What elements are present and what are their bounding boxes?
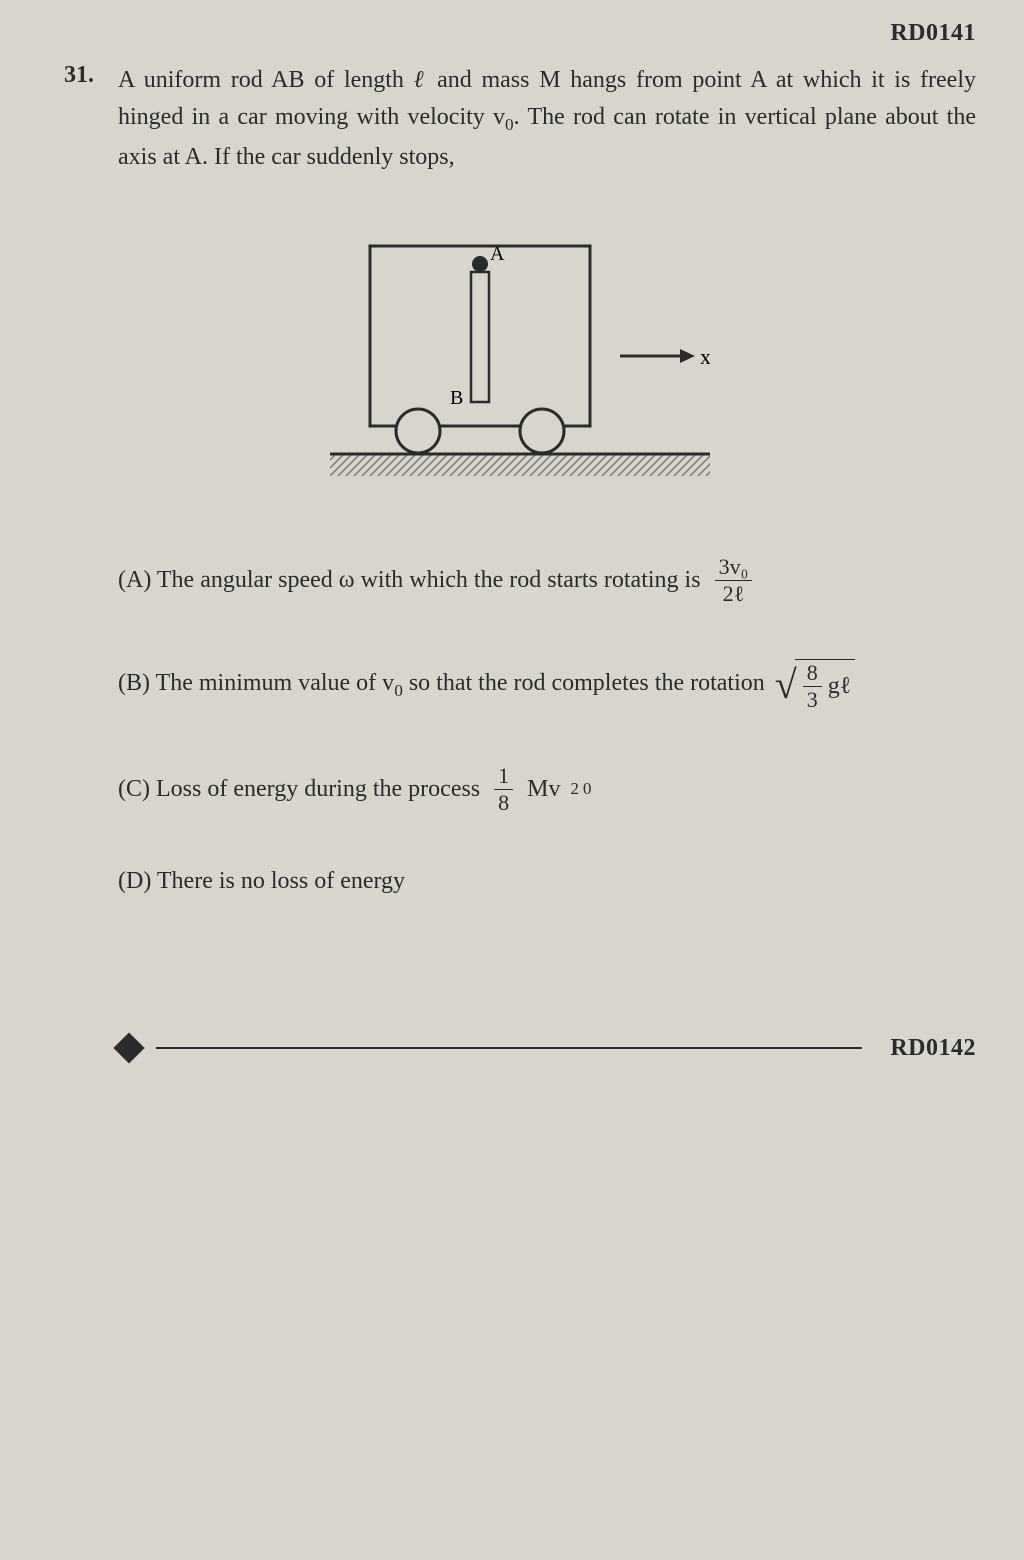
option-C: (C) Loss of energy during the process 1 … bbox=[118, 765, 976, 814]
option-D-lead: (D) There is no loss of energy bbox=[118, 868, 405, 895]
question-number: 31. bbox=[64, 62, 100, 89]
option-C-after: Mv bbox=[527, 776, 560, 803]
option-B-lead: (B) The minimum value of v bbox=[118, 670, 394, 696]
wheel-left bbox=[396, 409, 440, 453]
option-B: (B) The minimum value of v0 so that the … bbox=[118, 659, 976, 711]
wheel-right bbox=[520, 409, 564, 453]
label-A: A bbox=[490, 243, 505, 265]
rod bbox=[471, 272, 489, 402]
option-B-sqrt-num: 8 bbox=[803, 662, 822, 687]
question-row: 31. A uniform rod AB of length ℓ and mas… bbox=[64, 62, 976, 176]
rule-line bbox=[156, 1047, 862, 1049]
q-text-ell: ℓ bbox=[414, 67, 428, 93]
label-x: x bbox=[700, 344, 710, 369]
option-C-lead: (C) Loss of energy during the process bbox=[118, 776, 480, 803]
q-text-sub0a: 0 bbox=[505, 115, 514, 134]
option-A-frac-den: 2ℓ bbox=[719, 581, 749, 605]
option-C-frac: 1 8 bbox=[494, 765, 513, 814]
code-bottom: RD0142 bbox=[890, 1035, 976, 1062]
q-text-p1: A uniform rod AB of length bbox=[118, 67, 414, 93]
option-B-sub0: 0 bbox=[394, 680, 403, 699]
arrow-head bbox=[680, 349, 695, 363]
ground-hatch bbox=[330, 454, 710, 476]
question-block: 31. A uniform rod AB of length ℓ and mas… bbox=[64, 62, 976, 176]
page: RD0141 31. A uniform rod AB of length ℓ … bbox=[0, 0, 1024, 1560]
footer-rule: RD0142 bbox=[118, 1035, 976, 1062]
option-A-frac-num: 3v₀ bbox=[715, 556, 753, 581]
diagram-wrap: A B x bbox=[64, 236, 976, 486]
label-B: B bbox=[450, 387, 463, 409]
question-text: A uniform rod AB of length ℓ and mass M … bbox=[118, 62, 976, 176]
option-B-sqrt-frac: 8 3 bbox=[803, 662, 822, 711]
option-A-frac: 3v₀ 2ℓ bbox=[715, 556, 753, 605]
option-B-after-frac: gℓ bbox=[828, 673, 852, 700]
diamond-icon bbox=[113, 1033, 144, 1064]
option-A-lead: (A) The angular speed ω with which the r… bbox=[118, 567, 701, 594]
option-C-frac-den: 8 bbox=[494, 790, 513, 814]
option-B-sqrt: √ 8 3 gℓ bbox=[775, 659, 855, 711]
option-D: (D) There is no loss of energy bbox=[118, 868, 976, 895]
option-B-sqrt-den: 3 bbox=[803, 687, 822, 711]
option-B-text: (B) The minimum value of v0 so that the … bbox=[118, 670, 765, 701]
radical-icon: √ bbox=[775, 675, 797, 695]
option-B-under-sqrt: 8 3 gℓ bbox=[795, 659, 856, 711]
option-B-mid: so that the rod completes the rotation bbox=[403, 670, 765, 696]
code-top: RD0141 bbox=[890, 20, 976, 47]
option-C-frac-num: 1 bbox=[494, 765, 513, 790]
diagram-svg: A B x bbox=[330, 236, 710, 486]
options: (A) The angular speed ω with which the r… bbox=[118, 556, 976, 895]
option-A: (A) The angular speed ω with which the r… bbox=[118, 556, 976, 605]
option-C-sub0: 0 bbox=[583, 779, 592, 799]
option-C-sup2: 2 bbox=[571, 779, 579, 799]
pivot bbox=[472, 256, 488, 272]
